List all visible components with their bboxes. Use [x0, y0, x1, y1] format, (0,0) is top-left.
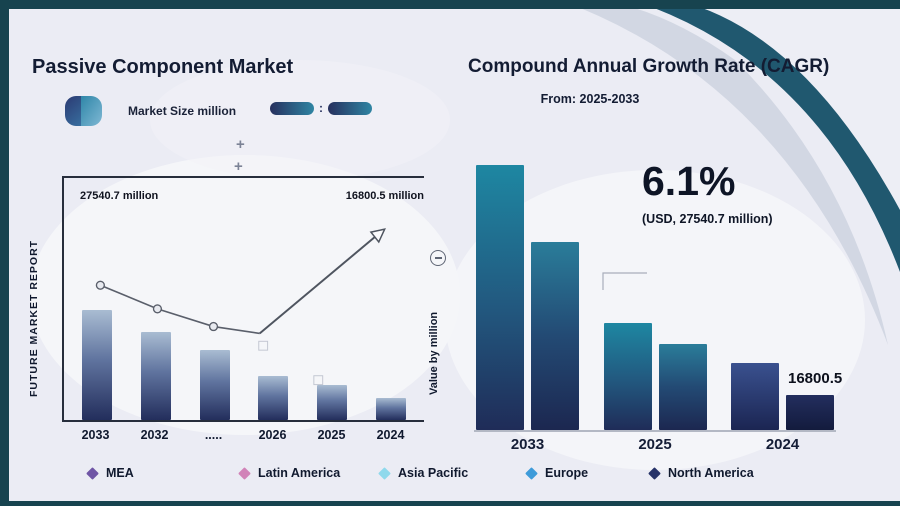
plus-mark-icon: +: [236, 136, 245, 153]
market-bars: [64, 178, 424, 420]
market-x-label: 2033: [81, 428, 110, 442]
cagr-note: (USD, 27540.7 million): [642, 212, 773, 226]
gradient-pill-icons: :: [270, 101, 372, 115]
cagr-bar: [731, 363, 779, 430]
market-bar-column: [303, 385, 362, 420]
cagr-value: 6.1%: [642, 158, 736, 204]
chart-value-right: 16800.5 million: [345, 190, 424, 202]
chart-value-left: 27540.7 million: [80, 190, 159, 202]
market-x-label: .....: [204, 428, 223, 442]
left-chart-title: Passive Component Market: [32, 56, 294, 78]
cagr-bar: [603, 323, 652, 430]
frame-border-bottom: [0, 501, 900, 506]
market-bar: [375, 398, 406, 420]
cube-gradient-icon: [65, 96, 102, 126]
market-x-label: 2024: [376, 428, 405, 442]
cagr-bars: [474, 150, 836, 430]
market-bar-column: [361, 398, 420, 420]
cagr-bar: [531, 242, 579, 430]
market-x-label: 2032: [140, 428, 169, 442]
cagr-x-labels: 2033 2025 2024: [474, 436, 836, 453]
pill-separator: :: [319, 101, 323, 115]
market-x-label: 2026: [258, 428, 287, 442]
cagr-x-label: 2025: [638, 436, 672, 453]
y-axis-label: Value by million: [428, 311, 440, 396]
cagr-bar-group: [731, 363, 834, 430]
circle-minus-icon: [430, 250, 446, 266]
market-bar: [141, 332, 171, 420]
cagr-bar: [476, 165, 524, 430]
plus-mark-icon: +: [234, 158, 243, 175]
cagr-x-label: 2024: [765, 436, 800, 453]
frame-border-top: [0, 0, 900, 9]
corner-light-shape: [676, 0, 900, 210]
market-bar-column: [68, 310, 127, 420]
light-swoosh-shape: [560, 0, 888, 345]
cagr-subtitle: From: 2025-2033: [540, 92, 640, 106]
cagr-bar-group: [476, 165, 579, 430]
gradient-pill-icon: [270, 101, 314, 115]
market-bar-column: [127, 332, 186, 420]
cagr-chart: [474, 150, 836, 432]
side-watermark-label: FUTURE MARKET REPORT: [28, 239, 40, 397]
bar-value-label: 16800.5: [788, 370, 843, 387]
cagr-x-label: 2033: [510, 436, 545, 453]
market-x-label: 2025: [317, 428, 346, 442]
market-bar: [82, 310, 113, 420]
frame-border-left: [0, 0, 9, 506]
cagr-bar: [658, 344, 707, 430]
gradient-pill-icon: [328, 101, 372, 115]
minus-dash: [434, 257, 442, 259]
market-bar-column: [185, 350, 244, 420]
cagr-bar: [786, 395, 834, 430]
cagr-bar-group: [603, 323, 707, 430]
right-chart-title: Compound Annual Growth Rate (CAGR): [468, 56, 830, 77]
market-bar-column: [244, 376, 303, 420]
market-size-legend: Market Size million: [64, 94, 236, 128]
market-size-chart: 27540.7 million 16800.5 million: [62, 176, 424, 422]
teal-swoosh-shape: [632, 0, 900, 272]
market-size-label: Market Size million: [128, 104, 237, 118]
market-bar: [317, 385, 348, 420]
market-x-labels: 2033 2032..... 2026 2025 2024: [62, 428, 424, 442]
market-bar: [199, 350, 230, 420]
step-line-decoration: [602, 272, 647, 290]
market-bar: [258, 376, 289, 420]
